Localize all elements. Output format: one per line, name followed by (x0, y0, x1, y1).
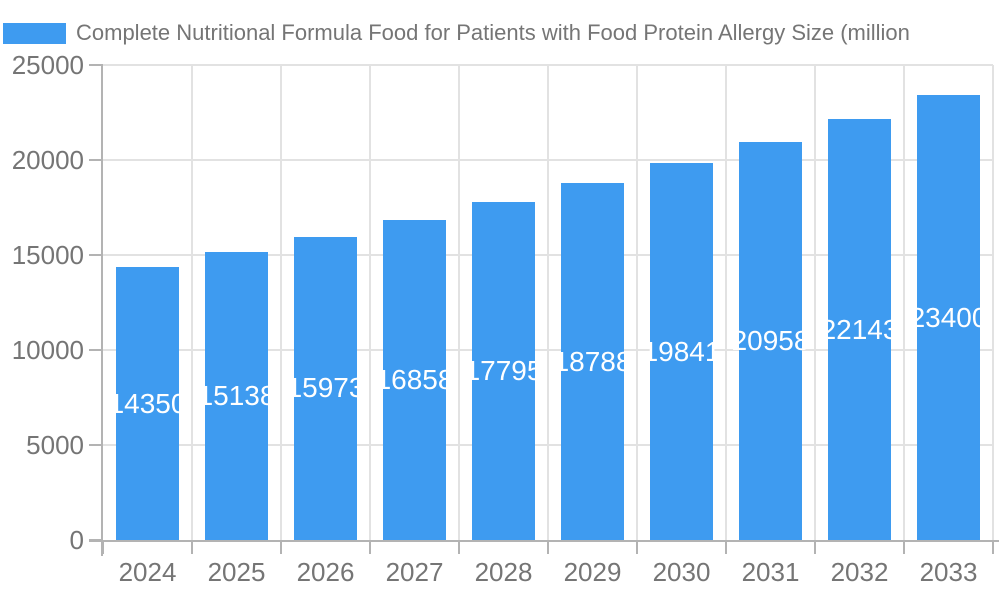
x-axis-tick (458, 540, 460, 554)
v-gridline (814, 65, 816, 540)
y-axis-tick-label: 15000 (11, 240, 84, 270)
v-gridline (725, 65, 727, 540)
v-gridline (458, 65, 460, 540)
bar (383, 219, 446, 540)
bar-value-label: 23400 (909, 301, 988, 333)
bar-value-label: 15973 (286, 372, 365, 404)
y-axis-tick (89, 349, 103, 351)
x-axis-tick (992, 540, 994, 554)
v-gridline (636, 65, 638, 540)
x-axis-tick-label: 2028 (474, 557, 533, 587)
y-axis-tick (89, 444, 103, 446)
x-axis-tick-label: 2033 (919, 557, 978, 587)
x-axis-tick-label: 2031 (741, 557, 800, 587)
bar (116, 267, 179, 540)
x-axis-tick-label: 2027 (385, 557, 444, 587)
bar-value-label: 17795 (464, 354, 543, 386)
chart-title: Complete Nutritional Formula Food for Pa… (76, 20, 910, 45)
y-axis-tick (89, 64, 103, 66)
bar-value-label: 18788 (553, 345, 632, 377)
y-axis-tick-label: 5000 (26, 430, 84, 460)
bar-value-label: 16858 (375, 363, 454, 395)
y-axis-tick-label: 0 (69, 525, 84, 555)
x-axis-tick (280, 540, 282, 554)
x-axis-tick-label: 2024 (118, 557, 177, 587)
v-gridline (903, 65, 905, 540)
x-axis-tick (102, 540, 104, 554)
x-axis-tick-label: 2032 (830, 557, 889, 587)
y-axis-tick-label: 20000 (11, 145, 84, 175)
x-axis-tick-label: 2025 (207, 557, 266, 587)
v-gridline (992, 65, 994, 540)
y-axis-line (101, 65, 103, 556)
bar (205, 252, 268, 540)
v-gridline (191, 65, 193, 540)
x-axis-tick-label: 2026 (296, 557, 355, 587)
bar (828, 119, 891, 540)
v-gridline (369, 65, 371, 540)
x-axis-tick-label: 2029 (563, 557, 622, 587)
x-axis-tick (636, 540, 638, 554)
y-axis-tick-label: 25000 (11, 50, 84, 80)
v-gridline (280, 65, 282, 540)
bar (917, 95, 980, 540)
x-axis-line (89, 540, 999, 542)
x-axis-tick (191, 540, 193, 554)
x-axis-tick-label: 2030 (652, 557, 711, 587)
bar (472, 201, 535, 540)
bar (650, 163, 713, 540)
bar-value-label: 14350 (108, 387, 187, 419)
x-axis-tick (369, 540, 371, 554)
bar (561, 183, 624, 540)
bar (739, 141, 802, 540)
bar-value-label: 20958 (731, 324, 810, 356)
x-axis-tick (903, 540, 905, 554)
legend-swatch[interactable] (3, 23, 66, 44)
x-axis-tick (725, 540, 727, 554)
x-axis-tick (814, 540, 816, 554)
y-axis-tick (89, 254, 103, 256)
y-axis-tick-label: 10000 (11, 335, 84, 365)
bar-value-label: 22143 (820, 313, 899, 345)
bar-value-label: 15138 (197, 380, 276, 412)
x-axis-tick (547, 540, 549, 554)
bar-value-label: 19841 (642, 335, 721, 367)
y-axis-tick (89, 159, 103, 161)
v-gridline (547, 65, 549, 540)
bar (294, 236, 357, 540)
